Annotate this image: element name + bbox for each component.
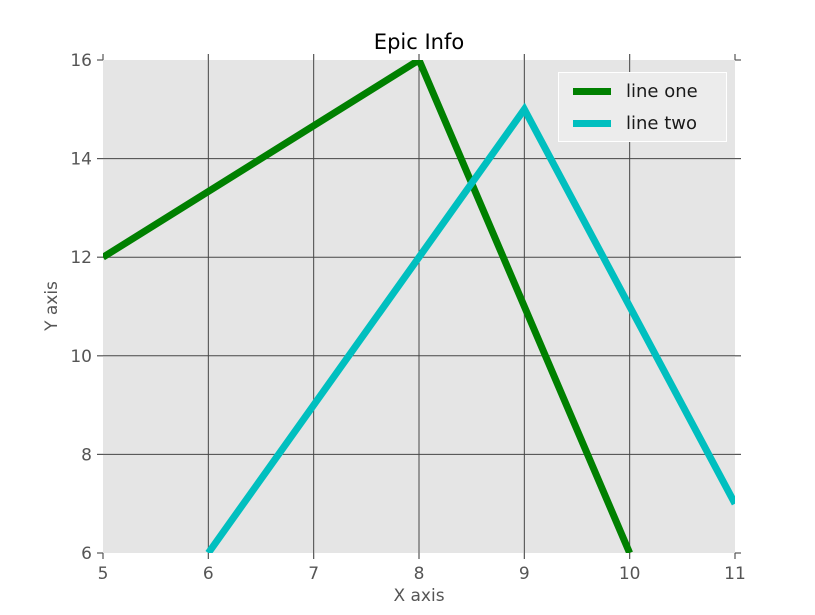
legend-item-line-two: line two (573, 113, 712, 134)
line-one-swatch (573, 87, 611, 95)
series-line-2 (205, 102, 735, 553)
x-tick-label: 5 (98, 564, 109, 584)
legend-item-line-one: line one (573, 81, 712, 102)
legend: line one line two (558, 72, 727, 142)
legend-label-line-two: line two (626, 112, 697, 134)
legend-label-line-one: line one (626, 80, 698, 102)
x-tick-label: 8 (414, 564, 425, 584)
chart-title: Epic Info (373, 30, 465, 54)
x-tick-label: 6 (203, 564, 214, 584)
line-two-swatch (573, 119, 611, 127)
series-line-1 (103, 60, 633, 553)
y-tick-label: 14 (70, 150, 92, 170)
x-tick-label: 11 (724, 564, 746, 584)
x-axis-label: X axis (393, 586, 445, 606)
x-tick-label: 9 (519, 564, 530, 584)
y-tick-label: 6 (81, 544, 92, 564)
y-tick-label: 12 (70, 248, 92, 268)
y-tick-label: 10 (70, 347, 92, 367)
x-tick-label: 10 (619, 564, 641, 584)
y-tick-label: 8 (81, 445, 92, 465)
y-tick-label: 16 (70, 51, 92, 71)
x-tick-label: 7 (308, 564, 319, 584)
y-axis-label: Y axis (42, 281, 62, 331)
